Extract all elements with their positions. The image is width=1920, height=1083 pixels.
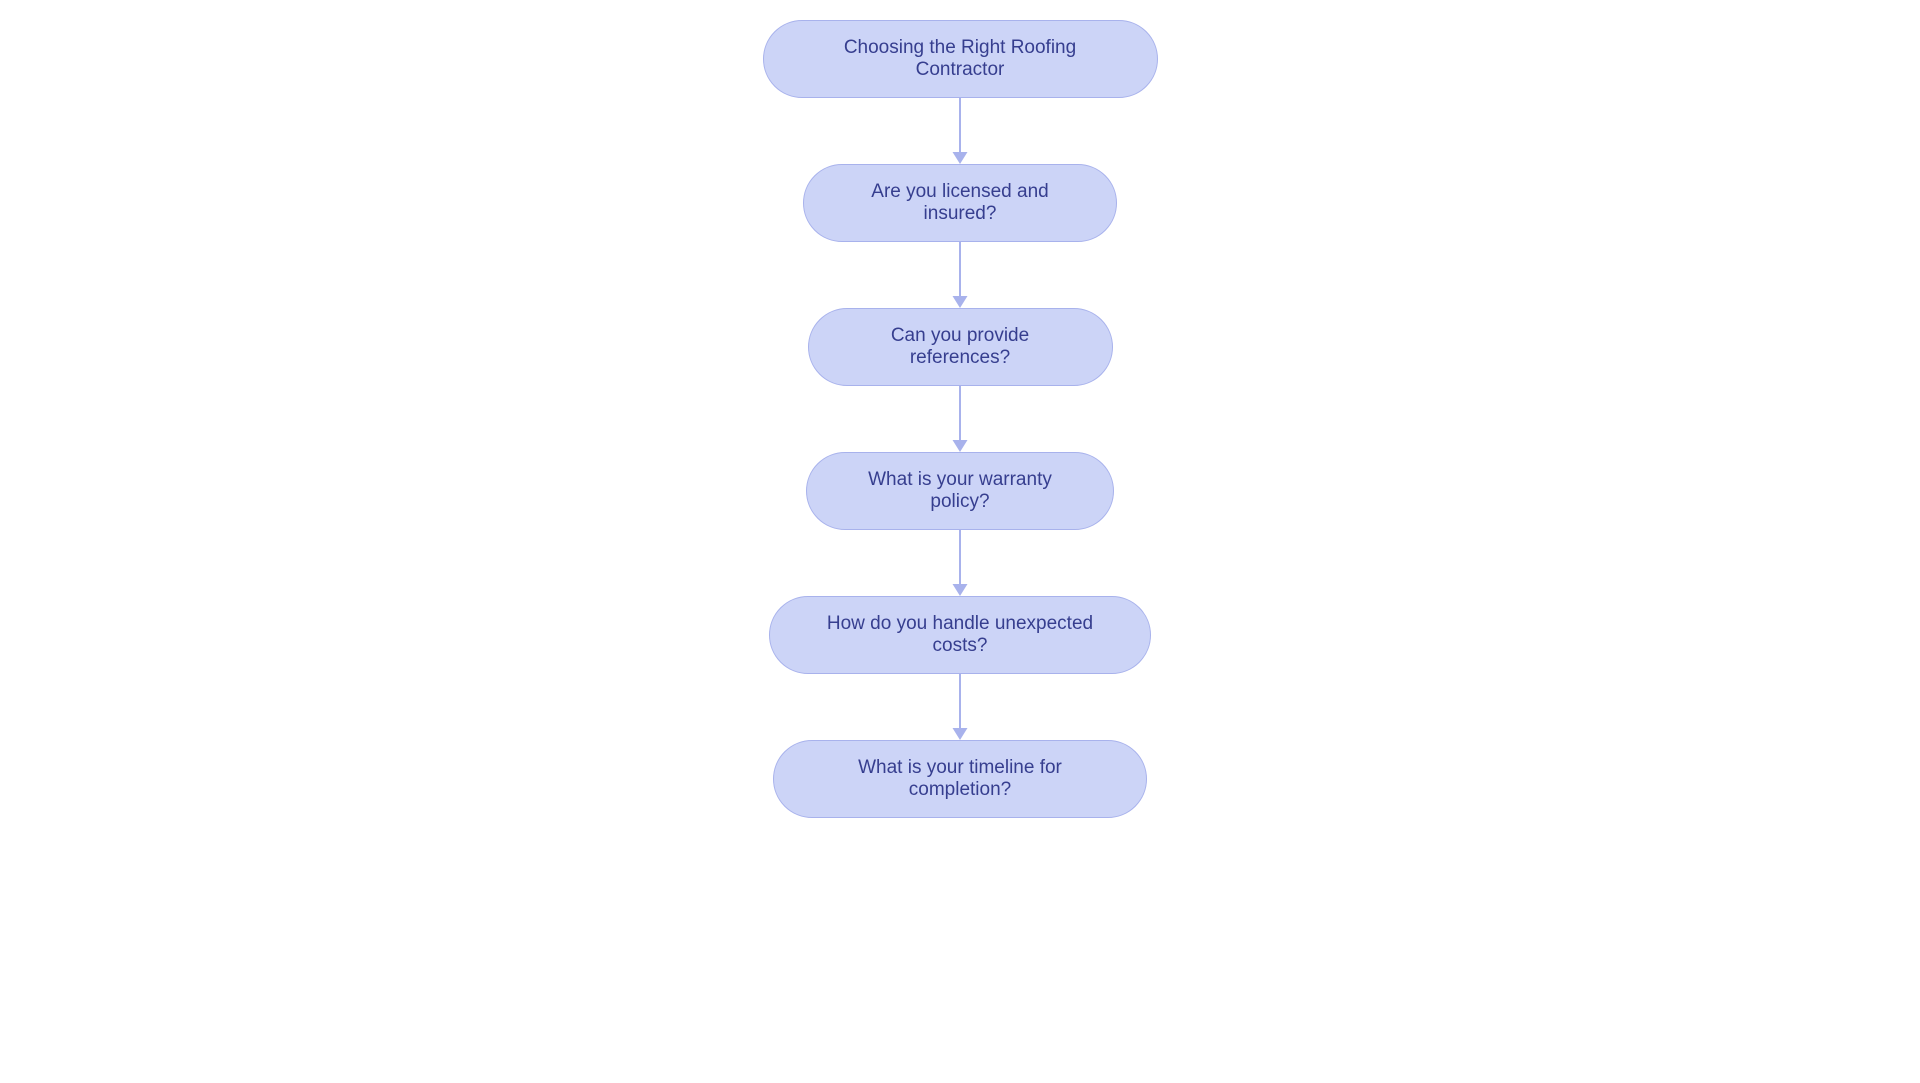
flow-node-n5: What is your timeline for completion?: [773, 740, 1147, 818]
flow-node-n3: What is your warranty policy?: [806, 452, 1114, 530]
flow-node-n0: Choosing the Right Roofing Contractor: [763, 20, 1158, 98]
flow-node-n2: Can you provide references?: [808, 308, 1113, 386]
flow-arrow: [948, 530, 972, 596]
flow-arrow: [948, 98, 972, 164]
flowchart-container: Choosing the Right Roofing Contractor Are…: [763, 20, 1158, 818]
flow-arrow: [948, 674, 972, 740]
flow-node-n1: Are you licensed and insured?: [803, 164, 1117, 242]
flow-arrow: [948, 386, 972, 452]
flow-node-n4: How do you handle unexpected costs?: [769, 596, 1151, 674]
flow-arrow: [948, 242, 972, 308]
